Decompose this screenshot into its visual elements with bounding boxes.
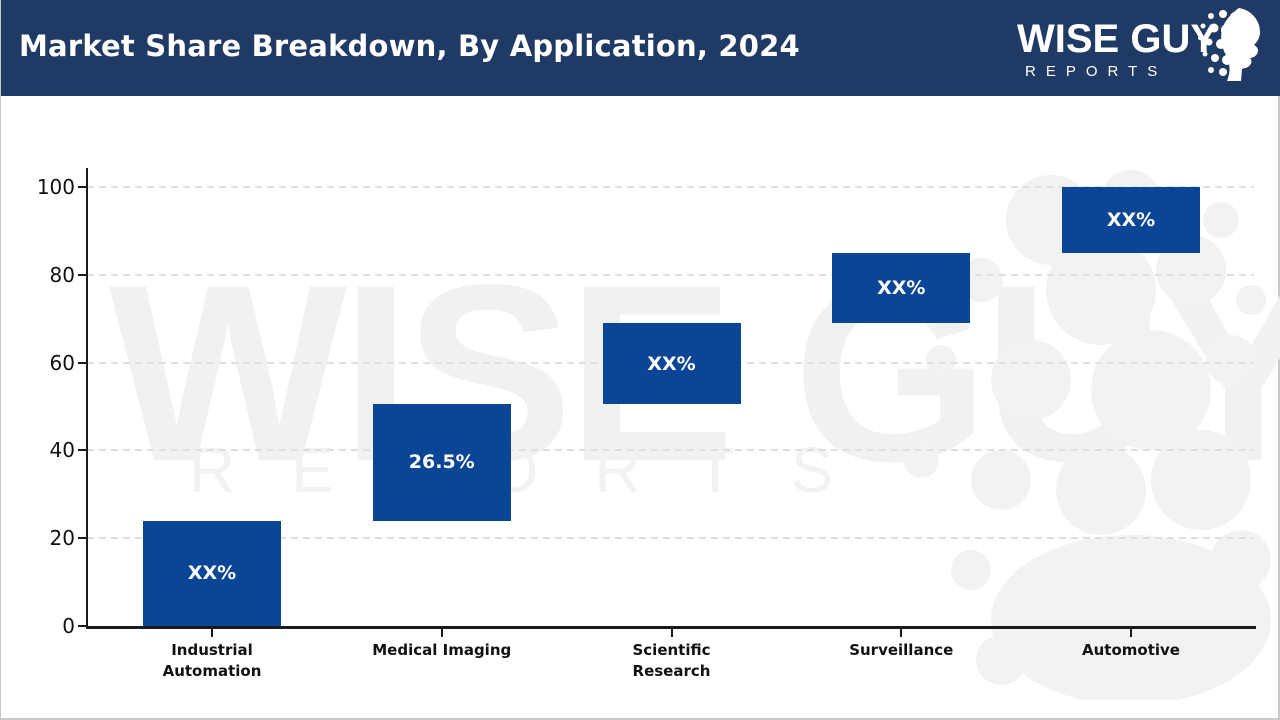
x-category-label: Surveillance — [849, 641, 954, 659]
gridline — [87, 273, 1254, 276]
y-tick-mark — [78, 361, 86, 364]
y-tick-mark — [78, 625, 86, 627]
y-tick-mark — [78, 449, 86, 452]
waterfall-bar: XX% — [832, 252, 971, 324]
y-tick-mark — [78, 186, 86, 188]
x-category-label: Medical Imaging — [372, 641, 512, 659]
x-category-label: Automotive — [1082, 641, 1180, 659]
watermark-face-icon — [903, 170, 1271, 700]
page-title: Market Share Breakdown, By Application, … — [19, 29, 800, 63]
x-tick-mark — [211, 629, 213, 637]
x-tick-mark — [670, 629, 673, 637]
waterfall-bar: XX% — [1062, 187, 1200, 253]
gridline — [87, 186, 1254, 188]
x-category-label: Industrial Automation — [162, 641, 262, 680]
logo-face-icon — [1198, 8, 1260, 81]
watermark-reports: REPORTS — [189, 434, 890, 506]
y-tick-label: 100 — [36, 175, 75, 199]
logo-wordmark: WISE GUY — [1017, 17, 1217, 61]
bar-value-label: XX% — [1106, 208, 1156, 231]
x-tick-mark — [1130, 629, 1132, 637]
y-tick-label: 40 — [49, 438, 75, 463]
bar-value-label: 26.5% — [408, 451, 475, 474]
gridline — [87, 537, 1254, 540]
bar-value-label: XX% — [877, 276, 926, 299]
waterfall-bar: 26.5% — [372, 404, 511, 521]
gridline — [87, 449, 1254, 452]
y-tick-mark — [78, 537, 86, 540]
y-tick-label: 20 — [49, 526, 75, 551]
y-tick-label: 80 — [49, 262, 75, 287]
y-tick-label: 0 — [62, 614, 75, 638]
x-axis-line — [86, 626, 1256, 629]
waterfall-bar: XX% — [143, 520, 281, 626]
header: Market Share Breakdown, By Application, … — [1, 0, 1280, 96]
waterfall-bar: XX% — [602, 323, 741, 405]
bar-value-label: XX% — [187, 562, 237, 585]
x-tick-mark — [440, 629, 443, 637]
y-tick-label: 60 — [49, 350, 75, 375]
y-axis-line — [86, 168, 88, 628]
logo-subtext: REPORTS — [1025, 63, 1167, 80]
y-tick-mark — [78, 273, 86, 276]
x-tick-mark — [900, 629, 903, 637]
bar-value-label: XX% — [647, 352, 696, 375]
x-category-label: Scientific Research — [632, 641, 711, 680]
brand-logo: WISE GUY REPORTS — [1017, 8, 1260, 81]
